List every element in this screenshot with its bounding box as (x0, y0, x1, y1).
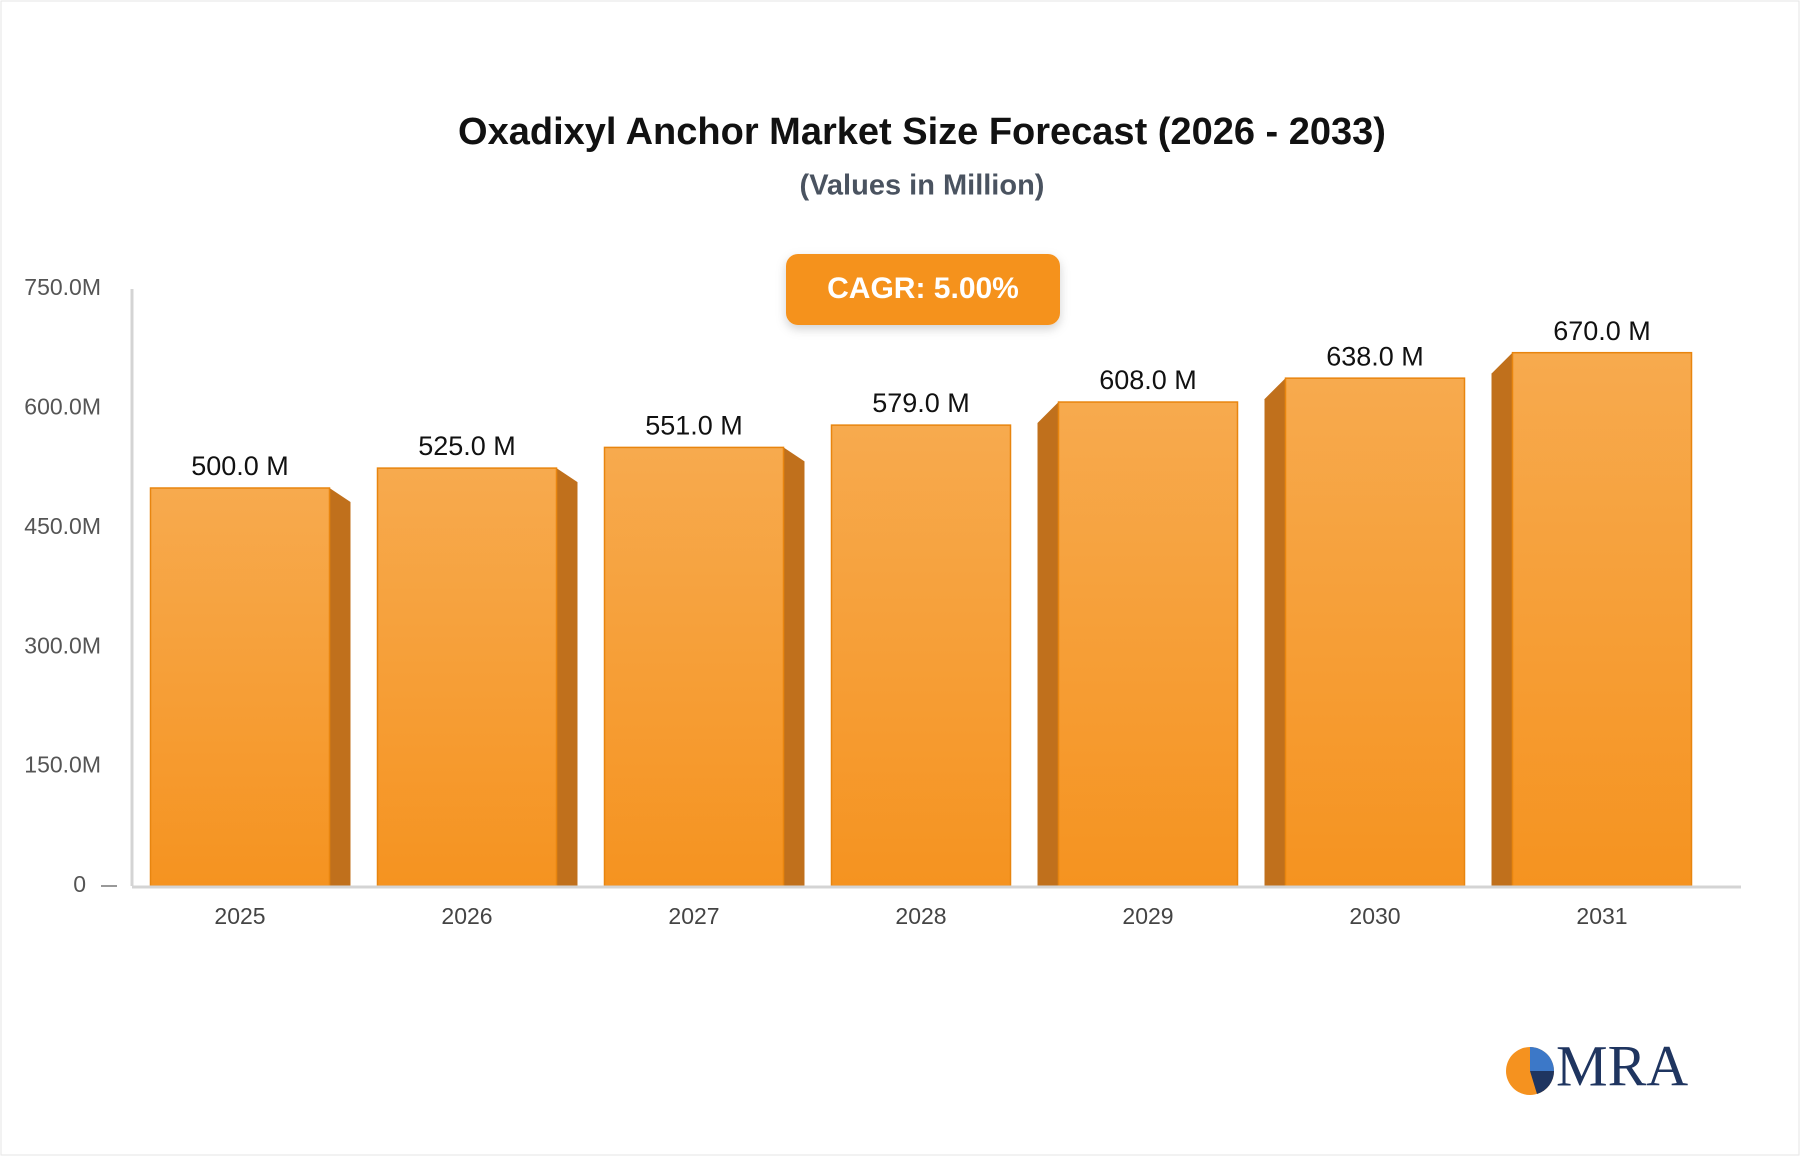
cagr-badge: CAGR: 5.00% (786, 254, 1060, 325)
bar-side (1264, 378, 1286, 886)
x-tick-label: 2029 (1122, 903, 1173, 929)
chart-title: Oxadixyl Anchor Market Size Forecast (20… (458, 111, 1386, 153)
value-label: 670.0 M (1553, 316, 1651, 346)
logo-segment (1530, 1047, 1554, 1071)
badge-text: CAGR: 5.00% (827, 272, 1019, 305)
logo-segment (1530, 1071, 1554, 1094)
bar (376, 467, 558, 887)
y-tick-label: 150.0M (24, 752, 101, 778)
x-tick-label: 2025 (214, 903, 265, 929)
x-tick-label: 2031 (1576, 903, 1627, 929)
chart-subtitle: (Values in Million) (800, 170, 1045, 202)
y-tick-label: 750.0M (24, 274, 101, 300)
bar (1057, 401, 1239, 887)
value-label: 500.0 M (191, 451, 289, 481)
bar-side (329, 488, 351, 886)
value-label: 525.0 M (418, 431, 516, 461)
logo: MRA (1506, 1033, 1688, 1098)
x-tick-label: 2030 (1349, 903, 1400, 929)
bar-side (556, 468, 578, 886)
bar (1511, 351, 1693, 887)
value-label: 638.0 M (1326, 341, 1424, 371)
badge-background (786, 254, 1060, 325)
value-label: 608.0 M (1099, 365, 1197, 395)
value-label: 579.0 M (872, 388, 970, 418)
bar (603, 446, 785, 887)
y-tick-label: 300.0M (24, 632, 101, 658)
y-tick-label: 600.0M (24, 393, 101, 419)
x-tick-label: 2026 (441, 903, 492, 929)
bar (1284, 377, 1466, 887)
y-tick-label: 0 (73, 871, 86, 897)
bar-side (1491, 352, 1513, 886)
bar-side (1037, 402, 1059, 886)
y-tick-label: 450.0M (24, 513, 101, 539)
x-tick-label: 2028 (895, 903, 946, 929)
value-label: 551.0 M (645, 411, 743, 441)
x-tick-label: 2027 (668, 903, 719, 929)
bar-side (783, 447, 805, 886)
bar (149, 487, 331, 887)
bar (830, 424, 1012, 887)
logo-text: MRA (1556, 1033, 1688, 1098)
